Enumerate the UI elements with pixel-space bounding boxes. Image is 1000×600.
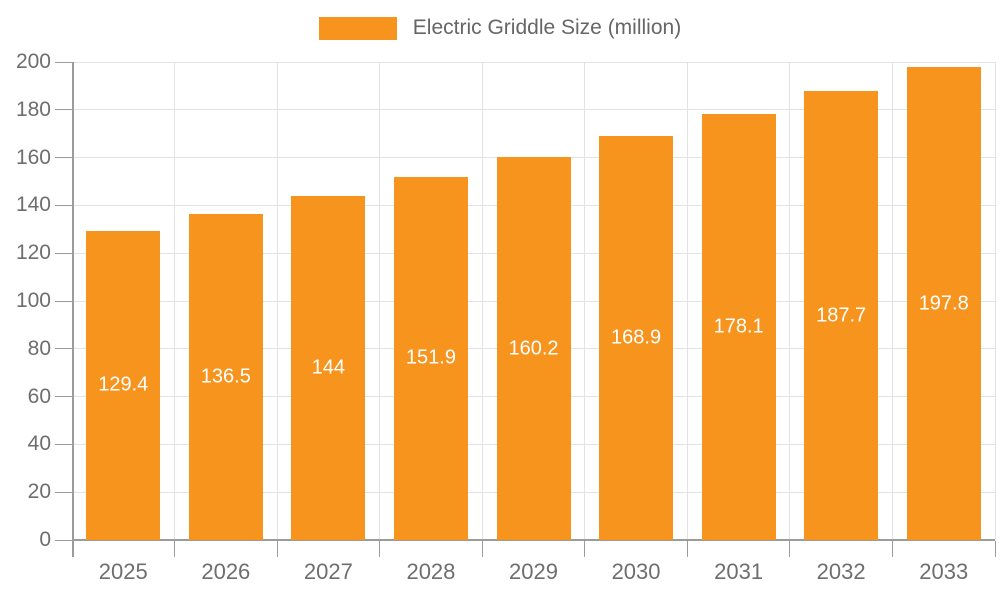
y-axis-tick	[55, 61, 72, 63]
x-tick-label: 2033	[919, 559, 969, 584]
x-gridline	[891, 62, 893, 540]
x-tick-label: 2027	[303, 559, 353, 584]
x-axis-tick	[379, 541, 381, 557]
bar[interactable]: 168.9	[599, 136, 674, 540]
bar-value-label: 151.9	[405, 346, 456, 369]
bar[interactable]: 129.4	[86, 230, 161, 540]
y-axis-tick	[55, 109, 72, 111]
y-tick-label: 0	[39, 528, 51, 551]
x-gridline	[379, 62, 381, 540]
x-tick-label: 2032	[816, 559, 866, 584]
x-tick-label: 2029	[509, 559, 558, 584]
x-tick-label: 2025	[98, 559, 148, 584]
y-axis-tick	[55, 443, 72, 445]
x-tick-label: 2026	[201, 559, 251, 584]
y-tick-label: 20	[27, 480, 51, 504]
x-gridline	[174, 62, 176, 540]
x-axis-tick	[174, 541, 176, 557]
bar[interactable]: 160.2	[496, 157, 571, 540]
y-axis-tick	[55, 300, 72, 302]
bar-value-label: 178.1	[713, 315, 764, 338]
y-tick-label: 40	[27, 432, 51, 456]
y-axis-line	[72, 62, 74, 557]
x-axis-tick	[891, 541, 893, 557]
x-gridline	[276, 62, 278, 540]
legend-swatch-icon	[318, 16, 397, 40]
bar[interactable]: 144	[291, 195, 366, 540]
plot-area: 0 20 40 60 80 100 120 140 160 180 200 129.4 2025 136.…	[16, 50, 996, 584]
legend-label: Electric Griddle Size (million)	[412, 16, 682, 39]
bar[interactable]: 136.5	[188, 213, 263, 540]
bar-value-label: 144	[311, 356, 346, 379]
x-axis-tick	[584, 541, 586, 557]
y-tick-label: 60	[27, 384, 51, 408]
y-axis-tick	[55, 491, 72, 493]
y-gridline	[72, 109, 995, 111]
x-gridline	[686, 62, 688, 540]
bar-value-label: 136.5	[200, 365, 251, 388]
bar[interactable]: 151.9	[393, 176, 468, 540]
bar-value-label: 160.2	[508, 337, 559, 360]
y-gridline	[72, 61, 995, 63]
bar[interactable]: 178.1	[701, 114, 776, 540]
x-gridline	[994, 62, 996, 540]
y-axis-tick	[55, 252, 72, 254]
bar-value-label: 187.7	[816, 304, 867, 327]
x-axis-tick	[789, 541, 791, 557]
y-axis-tick	[55, 539, 72, 541]
x-axis-line	[72, 539, 995, 541]
x-axis-tick	[276, 541, 278, 557]
x-tick-label: 2030	[611, 559, 661, 584]
y-axis-tick	[55, 204, 72, 206]
bar-value-label: 129.4	[98, 373, 149, 396]
y-tick-label: 200	[15, 50, 51, 73]
y-tick-label: 120	[15, 241, 51, 265]
x-tick-label: 2031	[714, 559, 764, 584]
x-axis-tick	[686, 541, 688, 557]
x-gridline	[584, 62, 586, 540]
x-gridline	[481, 62, 483, 540]
legend[interactable]: Electric Griddle Size (million)	[0, 16, 1000, 40]
y-tick-label: 180	[15, 97, 51, 121]
y-tick-label: 140	[15, 193, 51, 217]
y-tick-label: 160	[15, 145, 51, 169]
x-gridline	[789, 62, 791, 540]
bar-value-label: 168.9	[611, 326, 662, 349]
bar-value-label: 197.8	[918, 292, 969, 315]
bar[interactable]: 197.8	[906, 67, 981, 540]
x-axis-tick	[481, 541, 483, 557]
x-axis-tick	[994, 541, 996, 557]
y-axis-tick	[55, 348, 72, 350]
y-axis-tick	[55, 157, 72, 159]
y-tick-label: 80	[27, 336, 51, 360]
y-tick-label: 100	[15, 289, 51, 312]
bar[interactable]: 187.7	[804, 91, 879, 540]
y-axis-tick	[55, 396, 72, 398]
x-tick-label: 2028	[406, 559, 456, 584]
